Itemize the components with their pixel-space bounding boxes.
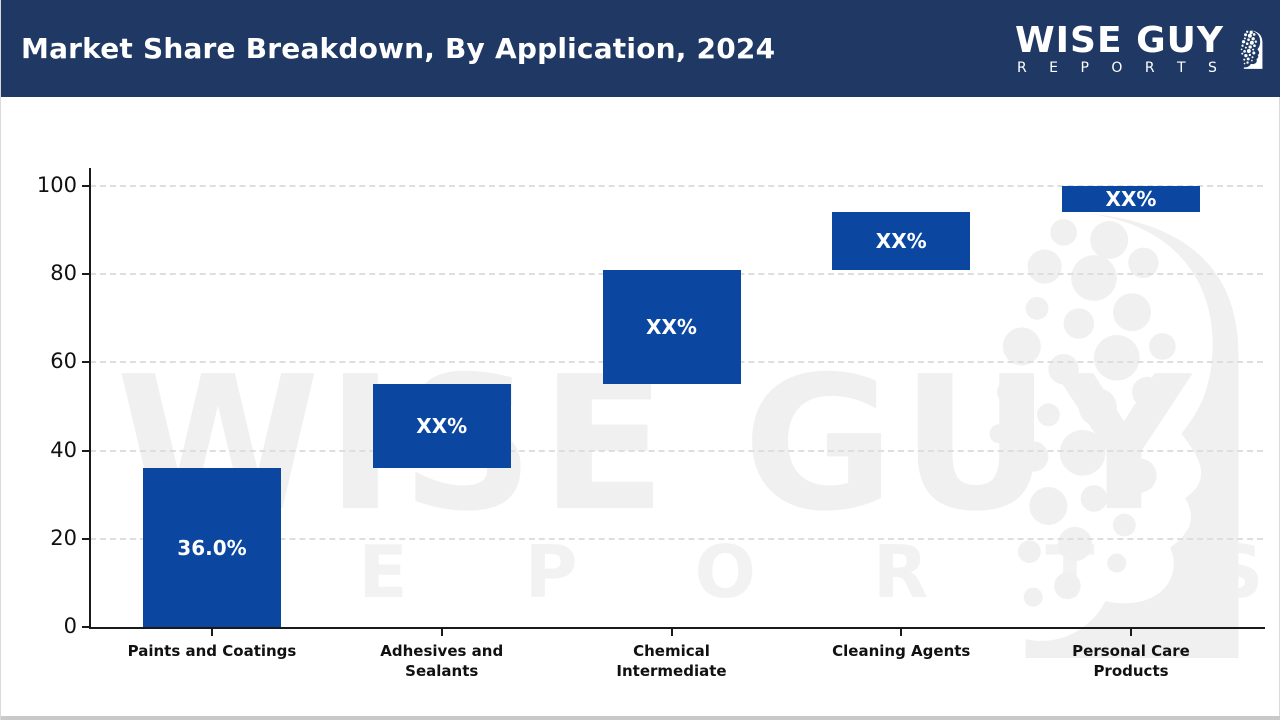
y-axis-tick [82, 185, 90, 187]
x-axis-tick [1130, 629, 1132, 636]
y-tick-label: 100 [36, 173, 77, 197]
bar-segment: XX% [1062, 186, 1200, 213]
bar-segment: XX% [602, 269, 741, 385]
y-tick-label: 20 [50, 525, 77, 550]
category-label: Adhesives and Sealants [380, 642, 504, 680]
bar-segment: 36.0% [143, 468, 281, 627]
bar-value-label: XX% [416, 414, 468, 439]
bar-value-label: XX% [875, 229, 927, 254]
x-axis-tick [670, 629, 673, 636]
chart-title: Market Share Breakdown, By Application, … [21, 32, 776, 65]
brand-subtitle: R E P O R T S [1017, 60, 1226, 76]
brand-name: WISE GUY [1014, 20, 1224, 61]
bar-value-label: 36.0% [177, 535, 247, 560]
gridline [90, 537, 1263, 540]
header-bar: Market Share Breakdown, By Application, … [1, 0, 1280, 97]
y-axis-tick [82, 449, 90, 452]
x-axis-tick [900, 629, 903, 636]
category-label: Chemical Intermediate [616, 642, 727, 680]
footer-strip [1, 716, 1280, 720]
bar-value-label: XX% [646, 315, 697, 340]
bar-segment: XX% [832, 212, 971, 270]
y-axis-tick [82, 537, 90, 540]
x-axis-line [89, 627, 1265, 629]
y-tick-label: 60 [50, 349, 77, 374]
y-axis-tick [82, 626, 90, 628]
y-axis-tick [82, 273, 90, 276]
y-axis-line [89, 168, 91, 629]
y-tick-label: 80 [50, 261, 77, 286]
bar-value-label: XX% [1105, 187, 1157, 212]
y-tick-label: 0 [63, 614, 77, 638]
brand-logo-text: WISE GUY R E P O R T S [1013, 20, 1226, 77]
category-label: Cleaning Agents [832, 642, 971, 660]
gridline [90, 185, 1263, 187]
gridline [90, 449, 1263, 452]
brand-logo: WISE GUY R E P O R T S [1013, 6, 1263, 92]
bar-segment: XX% [372, 384, 511, 469]
category-label: Personal Care Products [1072, 642, 1190, 680]
y-axis-tick [82, 361, 90, 364]
x-axis-tick [440, 629, 443, 636]
y-tick-label: 40 [50, 437, 77, 462]
x-axis-tick [211, 629, 213, 636]
category-label: Paints and Coatings [127, 642, 297, 660]
